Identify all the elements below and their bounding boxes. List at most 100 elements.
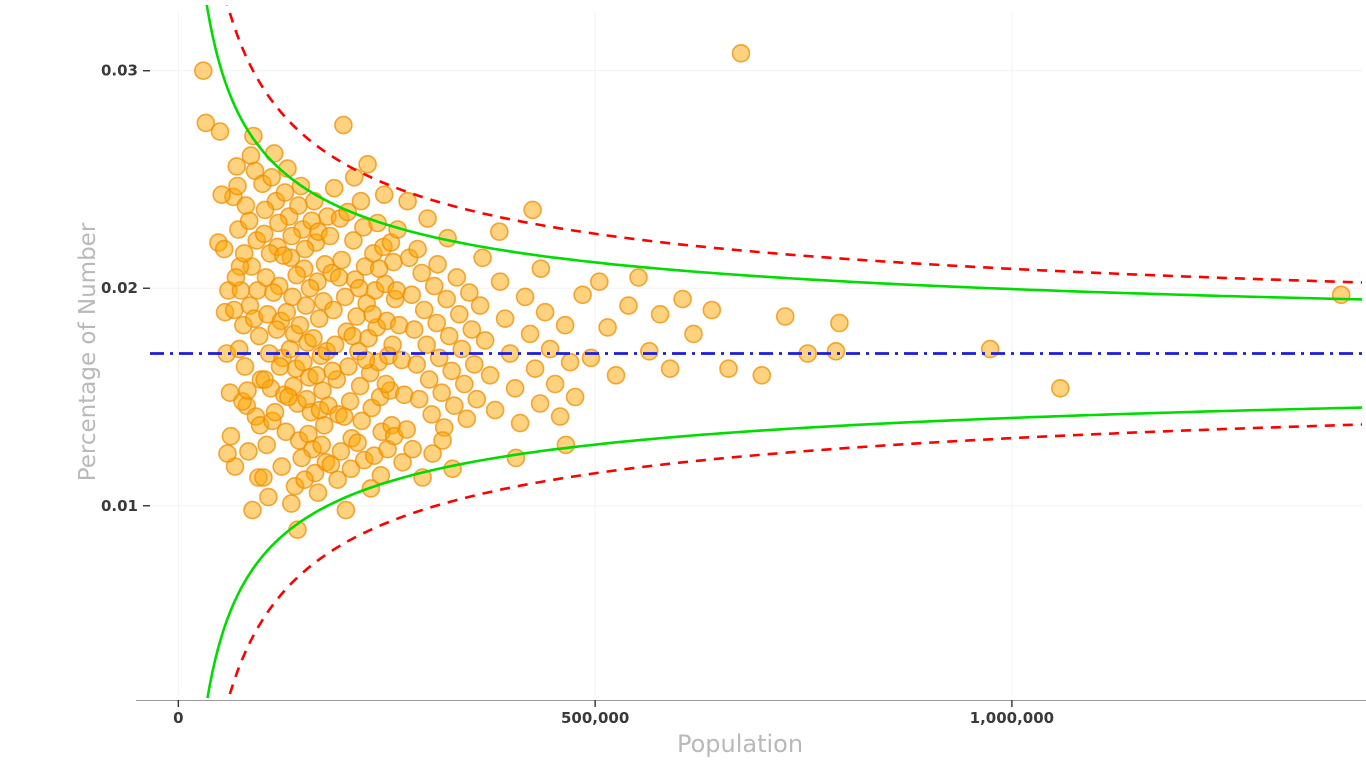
data-point [352, 411, 372, 431]
data-point [506, 448, 526, 468]
data-point [279, 387, 298, 407]
data-point [437, 289, 457, 309]
data-point [255, 200, 275, 220]
data-point [403, 439, 422, 459]
data-point [324, 300, 343, 320]
data-point [515, 287, 535, 307]
data-point [282, 226, 302, 246]
data-point [432, 383, 452, 403]
data-point [417, 335, 437, 355]
data-point [598, 318, 617, 337]
data-point [299, 424, 318, 444]
axis-tick-labels: 0 500,000 1,000,000 0.01 0.02 0.03 [101, 62, 1054, 727]
data-point [255, 370, 274, 389]
x-tick-label: 1,000,000 [970, 709, 1054, 727]
data-point [775, 307, 795, 326]
data-point [348, 433, 367, 453]
data-point [321, 455, 341, 474]
data-point [530, 394, 550, 413]
y-tick-label: 0.03 [101, 62, 138, 80]
data-point [214, 239, 234, 259]
data-point [312, 435, 332, 455]
data-point [308, 483, 328, 503]
data-point [264, 144, 284, 163]
data-point [589, 272, 609, 292]
data-point [650, 304, 670, 324]
data-point [331, 442, 351, 461]
data-point [228, 176, 247, 196]
inner-lower-limit-curve [206, 406, 1362, 698]
data-point [212, 185, 231, 204]
data-point [224, 300, 244, 320]
data-point [336, 500, 356, 520]
data-point [324, 178, 344, 198]
data-point [287, 265, 307, 285]
data-point [239, 211, 259, 231]
data-point [274, 246, 293, 265]
data-point [485, 400, 505, 420]
data-point [565, 387, 585, 407]
data-point [427, 313, 447, 333]
data-point [329, 268, 349, 287]
x-tick-label: 0 [173, 709, 183, 727]
data-point [309, 309, 329, 329]
data-point [555, 315, 575, 335]
data-point [402, 285, 422, 305]
data-point [323, 361, 342, 381]
data-point [272, 457, 292, 476]
data-point [473, 248, 492, 268]
data-point [424, 276, 444, 296]
scatter-points [194, 43, 1351, 540]
data-point [194, 61, 213, 80]
data-point [433, 431, 452, 450]
data-point [221, 426, 241, 446]
data-point [256, 268, 276, 287]
data-point [489, 222, 509, 241]
data-point [454, 374, 474, 394]
data-point [545, 374, 565, 394]
data-point [295, 239, 315, 259]
data-point [276, 422, 296, 442]
data-point [320, 226, 340, 246]
data-point [422, 405, 442, 424]
data-point [560, 352, 580, 372]
data-point [830, 313, 849, 333]
data-point [606, 365, 626, 385]
data-point [296, 296, 316, 315]
data-point [550, 407, 570, 426]
data-point [535, 302, 555, 322]
data-point [523, 200, 542, 220]
data-point [428, 254, 447, 274]
data-point [254, 468, 273, 487]
y-tick-label: 0.02 [101, 279, 138, 297]
data-point [639, 341, 659, 361]
data-point [629, 268, 648, 287]
data-point [349, 278, 369, 298]
data-point [393, 452, 412, 472]
data-point [243, 500, 262, 520]
data-point [412, 263, 432, 283]
data-point [452, 339, 472, 359]
data-point [351, 191, 371, 211]
data-point [1331, 285, 1351, 305]
data-point [731, 43, 751, 63]
data-point [495, 309, 515, 329]
x-axis-title: Population [676, 730, 804, 758]
data-point [210, 122, 230, 141]
data-point [267, 320, 287, 339]
data-point [404, 320, 424, 339]
data-point [475, 331, 495, 350]
data-point [235, 357, 255, 376]
data-point [290, 315, 310, 335]
data-point [423, 444, 442, 463]
data-point [520, 324, 540, 344]
data-point [660, 359, 680, 379]
data-point [358, 155, 377, 174]
data-point [573, 285, 592, 305]
data-point [374, 185, 394, 204]
data-point [295, 470, 314, 490]
data-point [363, 304, 382, 324]
data-point [462, 320, 482, 339]
data-point [314, 415, 334, 435]
